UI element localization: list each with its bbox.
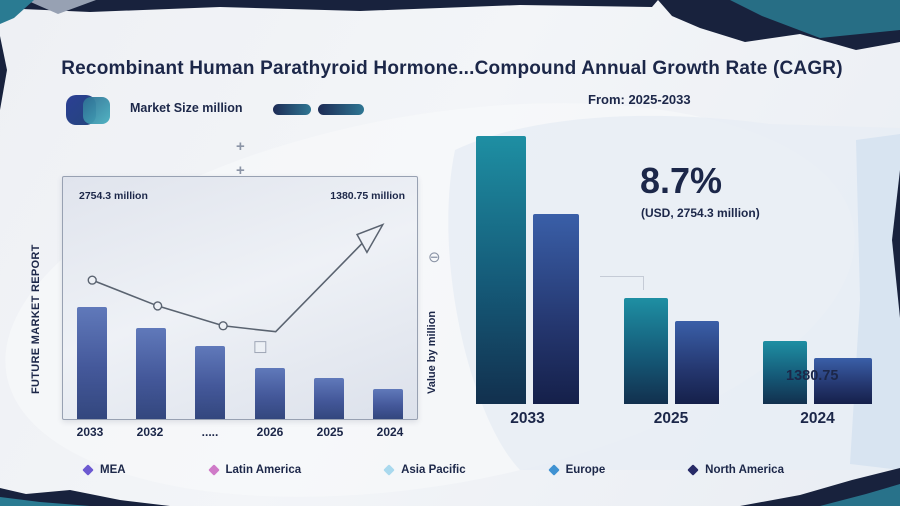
- right-bar-group-2025: 2025: [623, 298, 719, 428]
- legend-diamond-icon: [687, 464, 699, 476]
- value-callout-1380: 1380.75: [786, 368, 839, 384]
- right-bar-group-2024: 2024: [763, 341, 872, 428]
- legend-item-mea: MEA: [82, 464, 126, 476]
- right-bar-group-2033: 2033: [476, 136, 579, 428]
- cagr-value: 8.7%: [640, 160, 723, 201]
- right-axis-label: 2025: [653, 410, 689, 427]
- left-axis-label: 2024: [376, 425, 404, 439]
- left-axis-label: 2026: [256, 425, 284, 439]
- legend-label: Asia Pacific: [401, 464, 466, 476]
- legend-label: Latin America: [225, 464, 302, 476]
- legend-label: MEA: [100, 464, 126, 476]
- gradient-pill-icon: [318, 104, 364, 115]
- plus-icon: +: [236, 138, 245, 155]
- legend-label: North America: [705, 464, 784, 476]
- circle-minus-icon: ⊖: [428, 249, 441, 266]
- legend-label: Europe: [565, 464, 606, 476]
- gradient-pill-icon: [273, 104, 311, 115]
- right-bar-2033-secondary: [533, 214, 579, 404]
- future-market-report-label: FUTURE MARKET REPORT: [30, 244, 42, 395]
- right-bars-2025: [623, 298, 719, 404]
- legend-diamond-icon: [547, 464, 560, 476]
- legend-diamond-icon: [82, 464, 94, 476]
- left-axis-label: .....: [201, 425, 219, 439]
- report-period: From: 2025-2033: [588, 92, 691, 107]
- market-size-chart-panel: 2754.3 million 1380.75 million: [62, 176, 418, 420]
- legend-diamond-icon: [383, 464, 395, 476]
- value-axis-label: Value by million: [426, 310, 438, 395]
- right-bars-2033: [476, 136, 579, 404]
- left-x-axis: 2033 2032..... 2026 2025 2024: [62, 425, 418, 439]
- legend-diamond-icon: [207, 464, 220, 476]
- left-axis-label: 2033: [76, 425, 104, 439]
- legend-item-europe: Europe: [547, 464, 606, 476]
- right-axis-label: 2024: [800, 410, 835, 427]
- market-size-swatch-icon: [66, 94, 118, 126]
- left-axis-label: 2025: [316, 425, 344, 439]
- cagr-note: (USD, 2754.3 million): [641, 206, 760, 220]
- legend-item-north-america: North America: [687, 464, 784, 476]
- right-bar-2025-primary: [623, 298, 668, 404]
- legend-item-asia-pacific: Asia Pacific: [383, 464, 466, 476]
- swatch-square-teal-icon: [83, 97, 110, 124]
- right-axis-label: 2033: [510, 410, 545, 427]
- page-title: Recombinant Human Parathyroid Hormone...…: [61, 58, 843, 79]
- region-legend: MEA Latin America Asia Pacific Europe North …: [82, 464, 784, 476]
- trend-arrow: [87, 223, 385, 354]
- right-bar-2033-primary: [476, 136, 526, 404]
- market-size-legend-label: Market Size million: [130, 101, 243, 115]
- right-bar-2025-secondary: [674, 321, 719, 404]
- left-axis-label: 2032: [136, 425, 164, 439]
- legend-item-latin-america: Latin America: [207, 464, 302, 476]
